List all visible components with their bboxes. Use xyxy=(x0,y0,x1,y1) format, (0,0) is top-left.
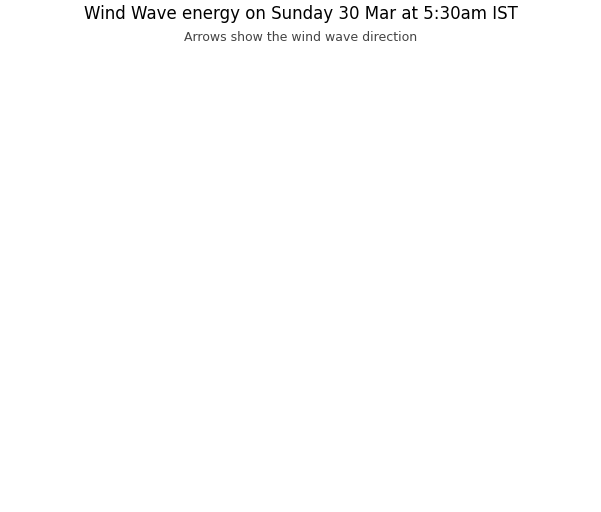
Text: cartopy required: cartopy required xyxy=(243,273,358,287)
Text: Arrows show the wind wave direction: Arrows show the wind wave direction xyxy=(184,31,417,45)
Text: Wind Wave energy on Sunday 30 Mar at 5:30am IST: Wind Wave energy on Sunday 30 Mar at 5:3… xyxy=(84,5,517,23)
